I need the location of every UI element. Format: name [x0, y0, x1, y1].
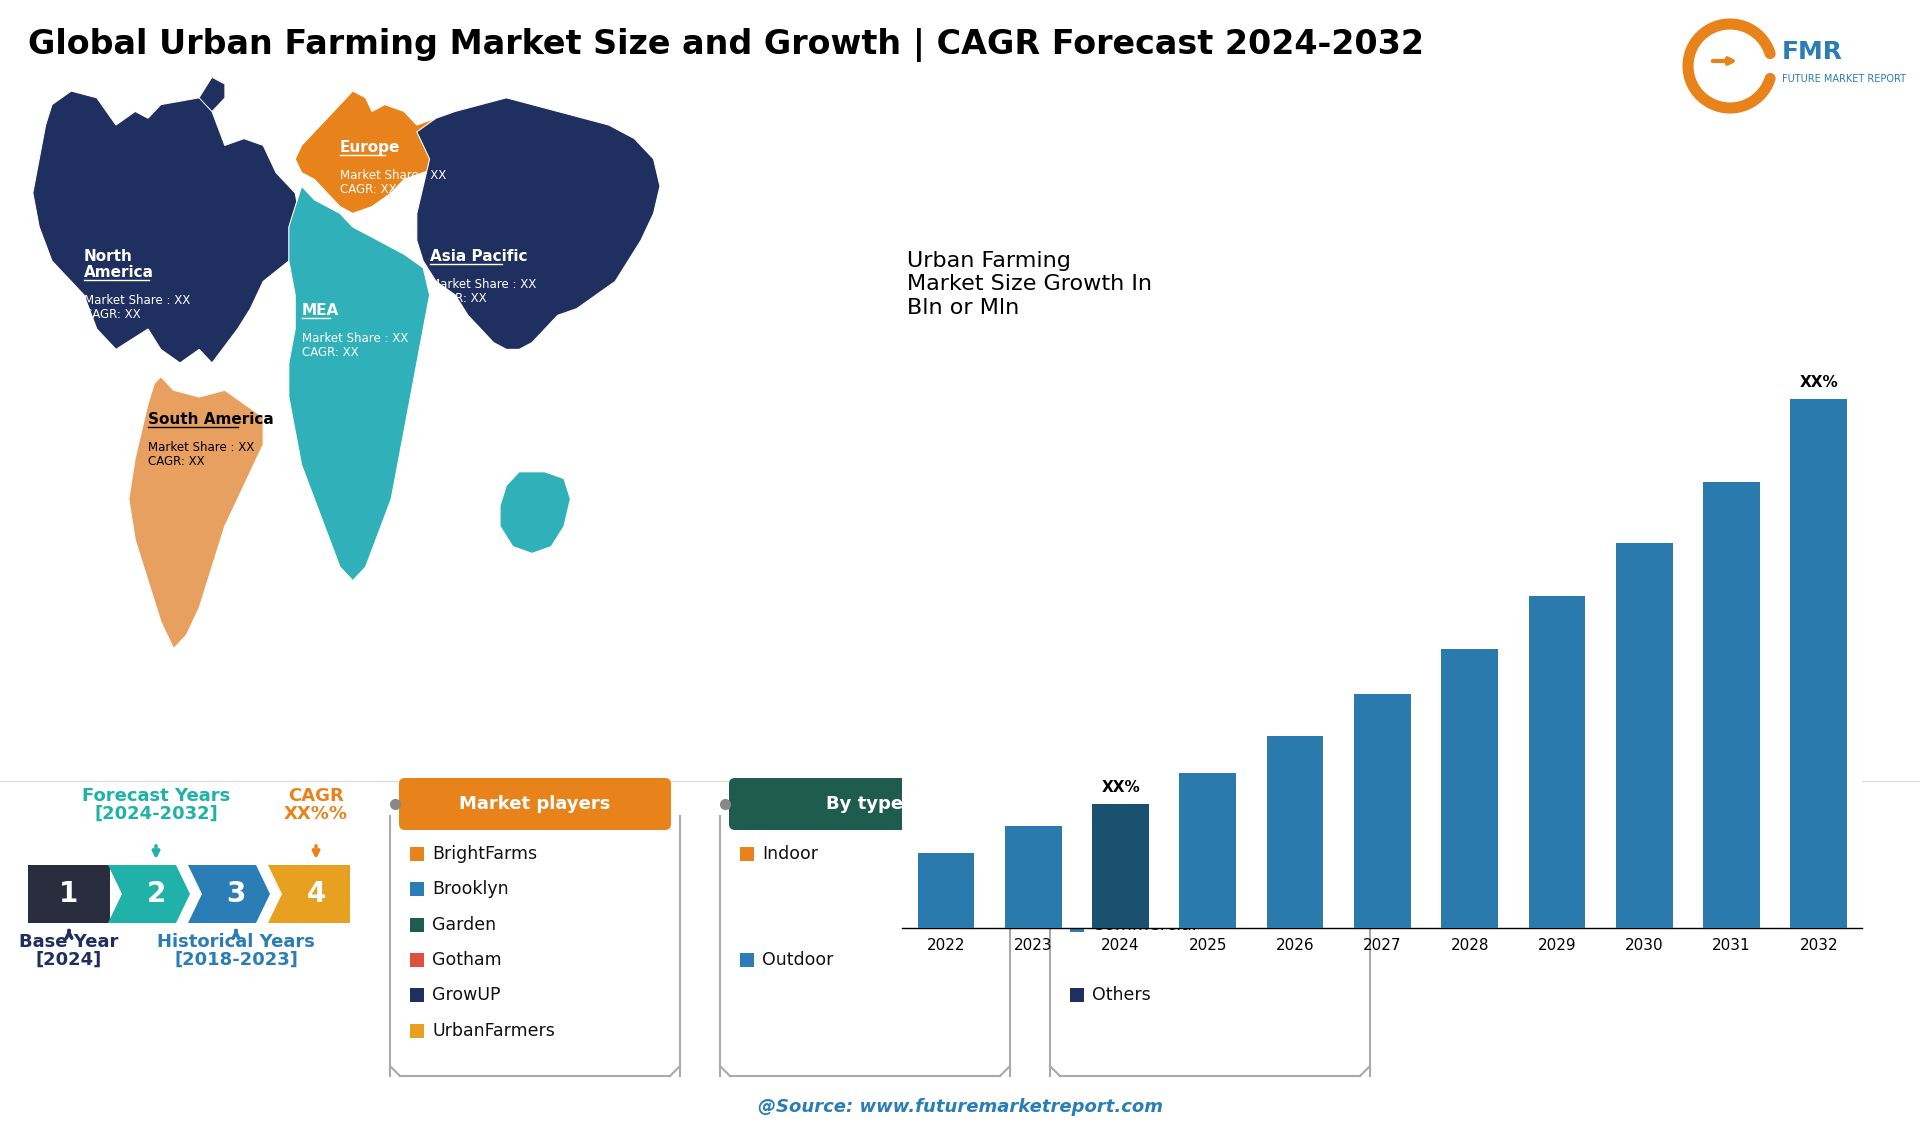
Text: 2: 2	[146, 880, 165, 908]
FancyBboxPatch shape	[411, 988, 424, 1003]
Polygon shape	[288, 186, 430, 581]
Bar	[1092, 803, 1148, 928]
Polygon shape	[129, 377, 263, 649]
Text: CAGR: XX: CAGR: XX	[430, 292, 486, 305]
Text: BrightFarms: BrightFarms	[432, 845, 538, 863]
FancyBboxPatch shape	[411, 1023, 424, 1037]
Bar	[1528, 596, 1586, 928]
Text: South America: South America	[148, 413, 275, 427]
FancyBboxPatch shape	[739, 953, 755, 967]
FancyBboxPatch shape	[411, 918, 424, 932]
Text: CAGR: XX: CAGR: XX	[84, 308, 140, 321]
Text: XX%: XX%	[1102, 779, 1140, 794]
Text: XX%%: XX%%	[284, 804, 348, 823]
FancyBboxPatch shape	[730, 778, 1000, 830]
Polygon shape	[188, 865, 271, 923]
Text: Commercial: Commercial	[1092, 916, 1196, 934]
Bar	[1179, 774, 1236, 928]
Text: Global Urban Farming Market Size and Growth | CAGR Forecast 2024-2032: Global Urban Farming Market Size and Gro…	[29, 28, 1425, 62]
FancyBboxPatch shape	[1069, 988, 1085, 1003]
Text: Historical Years: Historical Years	[157, 933, 315, 951]
Polygon shape	[33, 91, 301, 363]
Text: CAGR: XX: CAGR: XX	[301, 346, 359, 359]
Text: [2024]: [2024]	[36, 951, 102, 970]
Text: Market Share : XX: Market Share : XX	[430, 277, 536, 291]
Bar	[918, 853, 973, 928]
FancyBboxPatch shape	[1060, 778, 1361, 830]
Text: Market Share : XX: Market Share : XX	[148, 441, 253, 454]
Text: Indoor: Indoor	[762, 845, 818, 863]
Text: [2018-2023]: [2018-2023]	[175, 951, 298, 970]
Text: XX%: XX%	[1799, 375, 1837, 391]
Text: Europe: Europe	[340, 140, 401, 155]
Polygon shape	[200, 78, 225, 111]
Text: [2024-2032]: [2024-2032]	[94, 804, 217, 823]
Text: Forecast Years: Forecast Years	[83, 787, 230, 804]
Text: Asia Pacific: Asia Pacific	[430, 249, 528, 264]
Text: Garden: Garden	[432, 916, 495, 934]
FancyBboxPatch shape	[399, 778, 670, 830]
Bar	[1004, 826, 1062, 928]
Polygon shape	[417, 97, 660, 350]
Text: GrowUP: GrowUP	[432, 987, 501, 1004]
Polygon shape	[296, 91, 455, 213]
Polygon shape	[499, 472, 570, 554]
FancyBboxPatch shape	[411, 953, 424, 967]
Text: By application: By application	[1139, 795, 1283, 813]
Text: Outdoor: Outdoor	[762, 951, 833, 970]
Bar	[1789, 399, 1847, 928]
Polygon shape	[269, 865, 349, 923]
Bar	[1267, 736, 1323, 928]
Text: Market Share : XX: Market Share : XX	[340, 168, 445, 182]
Text: CAGR: XX: CAGR: XX	[148, 455, 205, 468]
Text: MEA: MEA	[301, 304, 338, 319]
Polygon shape	[29, 865, 109, 923]
FancyBboxPatch shape	[1069, 847, 1085, 861]
Text: Brooklyn: Brooklyn	[432, 880, 509, 898]
Bar	[1617, 543, 1672, 928]
Text: America: America	[84, 265, 154, 280]
FancyBboxPatch shape	[739, 847, 755, 861]
Text: FUTURE MARKET REPORT: FUTURE MARKET REPORT	[1782, 74, 1907, 84]
Text: 3: 3	[227, 880, 246, 908]
Text: Gotham: Gotham	[432, 951, 501, 970]
Text: By type: By type	[826, 795, 904, 813]
Polygon shape	[108, 865, 190, 923]
Text: CAGR: CAGR	[288, 787, 344, 804]
Text: Base Year: Base Year	[19, 933, 119, 951]
Text: Others: Others	[1092, 987, 1150, 1004]
Text: @Source: www.futuremarketreport.com: @Source: www.futuremarketreport.com	[758, 1098, 1162, 1116]
Text: 4: 4	[307, 880, 326, 908]
Bar	[1442, 649, 1498, 928]
Text: Market Share : XX: Market Share : XX	[301, 332, 407, 345]
Text: UrbanFarmers: UrbanFarmers	[432, 1022, 555, 1039]
Bar	[1354, 694, 1411, 928]
Bar	[1703, 482, 1761, 928]
Text: CAGR: XX: CAGR: XX	[340, 183, 397, 196]
Text: Market Share : XX: Market Share : XX	[84, 293, 190, 307]
Text: North: North	[84, 249, 132, 264]
Text: Market players: Market players	[459, 795, 611, 813]
FancyBboxPatch shape	[411, 847, 424, 861]
Text: Urban Farming
Market Size Growth In
Bln or Mln: Urban Farming Market Size Growth In Bln …	[906, 251, 1152, 317]
FancyBboxPatch shape	[1069, 918, 1085, 932]
FancyBboxPatch shape	[411, 882, 424, 896]
Text: Agriculture: Agriculture	[1092, 845, 1188, 863]
Text: 1: 1	[60, 880, 79, 908]
Text: FMR: FMR	[1782, 40, 1843, 64]
